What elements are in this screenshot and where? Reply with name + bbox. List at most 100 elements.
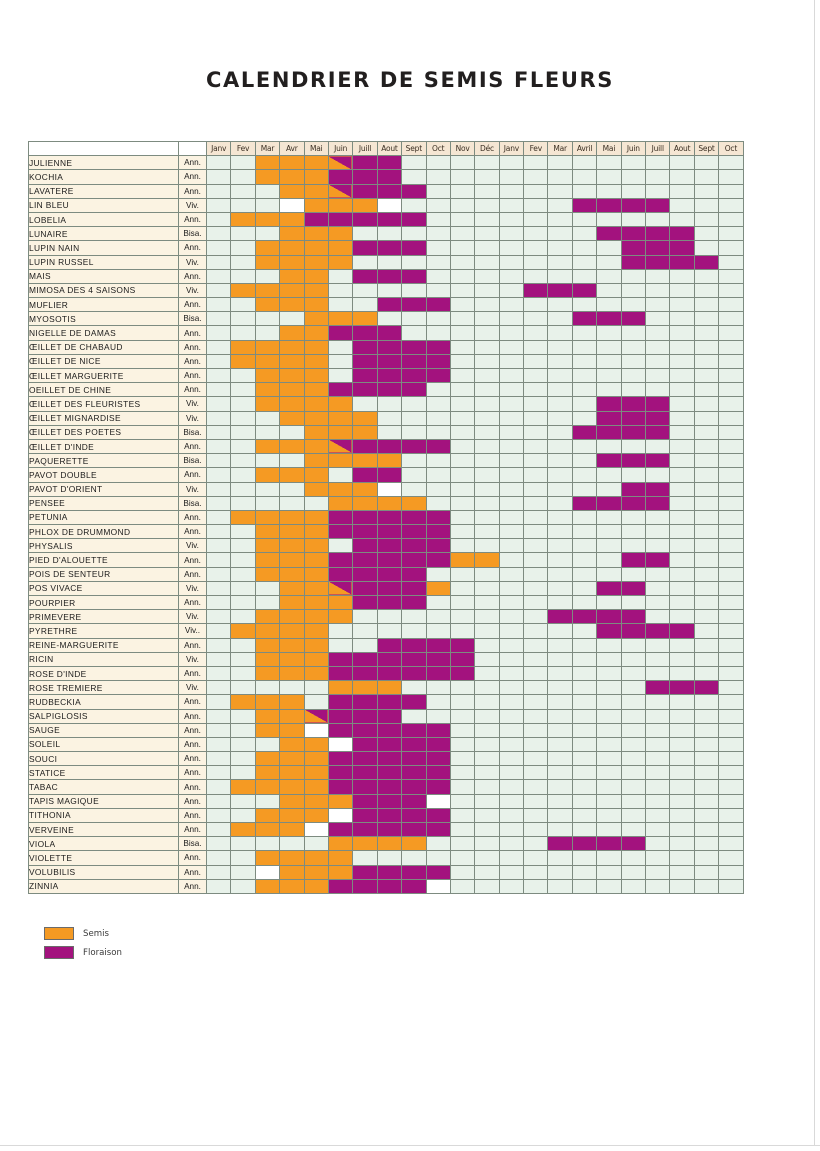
calendar-cell: [279, 580, 305, 597]
calendar-cell: [254, 410, 281, 426]
calendar-cell: [401, 623, 427, 639]
plant-type: Ann.: [178, 183, 207, 199]
calendar-cell: [620, 467, 647, 483]
calendar-cell: [693, 751, 720, 767]
calendar-cell: [303, 339, 329, 355]
calendar-cell: [718, 665, 744, 682]
calendar-cell: [669, 708, 695, 724]
plant-type: Ann.: [178, 467, 207, 483]
calendar-cell: [571, 211, 598, 228]
calendar-cell: [254, 339, 281, 355]
calendar-cell: [230, 453, 256, 469]
calendar-cell: [547, 765, 573, 781]
calendar-cell: [523, 623, 549, 639]
calendar-cell: [571, 183, 598, 199]
calendar-cell: [547, 396, 573, 412]
calendar-cell: [352, 197, 378, 213]
calendar-cell: [230, 481, 256, 497]
calendar-cell: [254, 311, 281, 327]
calendar-cell: [279, 878, 305, 894]
table-row: ŒILLET MARGUERITE Ann.: [28, 367, 744, 384]
calendar-cell: [279, 197, 305, 213]
calendar-cell: [645, 694, 671, 710]
calendar-cell: [230, 382, 256, 398]
calendar-cell: [352, 169, 378, 185]
calendar-cell: [718, 438, 744, 455]
calendar-cell: [279, 367, 305, 384]
calendar-cell: [376, 311, 403, 327]
plant-type: Ann.: [178, 694, 207, 710]
calendar-cell: [596, 254, 622, 270]
calendar-cell: [645, 410, 671, 426]
calendar-cell: [230, 325, 256, 341]
calendar-cell: [401, 765, 427, 781]
calendar-cell: [523, 155, 549, 171]
calendar-cell: [596, 566, 622, 582]
plant-name: SOUCI: [28, 751, 179, 767]
calendar-cell: [620, 609, 647, 625]
calendar-cell: [327, 722, 354, 738]
calendar-cell: [645, 325, 671, 341]
calendar-cell: [449, 736, 476, 753]
calendar-cell: [449, 240, 476, 256]
calendar-cell: [425, 282, 451, 299]
calendar-cell: [474, 325, 500, 341]
calendar-cell: [718, 297, 744, 313]
calendar-cell: [596, 183, 622, 199]
calendar-cell: [352, 367, 378, 384]
calendar-cell: [669, 821, 695, 838]
calendar-cell: [718, 311, 744, 327]
calendar-cell: [230, 793, 256, 809]
month-header-13: Janv: [498, 140, 525, 157]
calendar-cell: [474, 311, 500, 327]
calendar-cell: [571, 538, 598, 554]
calendar-cell: [645, 594, 671, 611]
calendar-cell: [449, 722, 476, 738]
calendar-cell: [523, 779, 549, 795]
calendar-cell: [401, 169, 427, 185]
calendar-cell: [327, 878, 354, 894]
calendar-cell: [376, 623, 403, 639]
calendar-cell: [303, 382, 329, 398]
calendar-cell: [645, 807, 671, 824]
calendar-cell: [620, 169, 647, 185]
calendar-cell: [449, 339, 476, 355]
legend-item-floraison: Floraison: [44, 943, 122, 962]
month-header-17: Mai: [596, 140, 622, 157]
calendar-cell: [205, 453, 232, 469]
calendar-cell: [645, 183, 671, 199]
calendar-cell: [718, 353, 744, 370]
calendar-cell: [279, 155, 305, 171]
calendar-cell: [327, 339, 354, 355]
calendar-cell: [645, 254, 671, 270]
calendar-cell: [327, 481, 354, 497]
calendar-cell: [693, 467, 720, 483]
calendar-cell: [596, 765, 622, 781]
calendar-cell: [571, 268, 598, 284]
calendar-cell: [547, 297, 573, 313]
calendar-cell: [205, 850, 232, 866]
calendar-cell: [523, 453, 549, 469]
calendar-cell: [449, 155, 476, 171]
calendar-cell: [230, 240, 256, 256]
calendar-cell: [620, 410, 647, 426]
calendar-cell: [645, 367, 671, 384]
calendar-cell: [327, 297, 354, 313]
calendar-cell: [303, 680, 329, 696]
calendar-cell: [352, 680, 378, 696]
calendar-cell: [693, 382, 720, 398]
calendar-cell: [718, 367, 744, 384]
calendar-cell: [645, 438, 671, 455]
calendar-cell: [669, 736, 695, 753]
calendar-cell: [327, 793, 354, 809]
calendar-cell: [230, 878, 256, 894]
calendar-cell: [352, 509, 378, 526]
calendar-cell: [425, 594, 451, 611]
plant-type: Ann.: [178, 779, 207, 795]
calendar-cell: [474, 353, 500, 370]
calendar-cell: [376, 850, 403, 866]
calendar-cell: [693, 254, 720, 270]
month-header-8: Aout: [376, 140, 403, 157]
table-row: PETUNIA Ann.: [28, 509, 744, 526]
